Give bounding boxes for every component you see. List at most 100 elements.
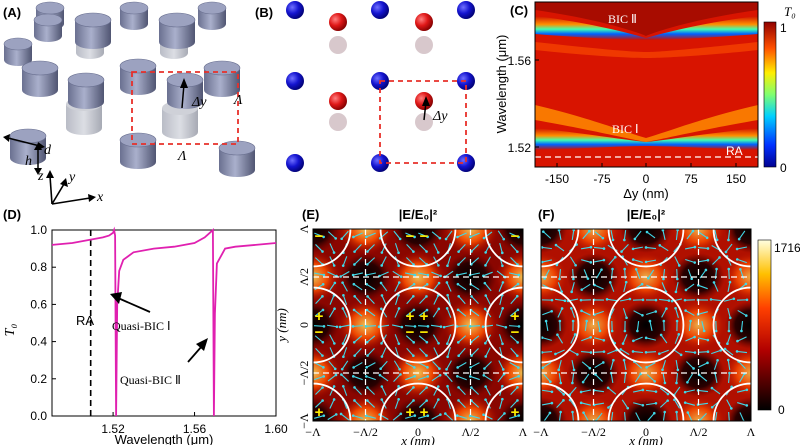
field-vector-head	[611, 238, 615, 242]
field-vector	[558, 360, 562, 370]
field-vector-head	[321, 386, 324, 389]
field-vector	[698, 362, 708, 368]
field-vector-head	[413, 273, 417, 277]
field-vector-head	[686, 380, 689, 384]
field-vector	[714, 230, 718, 240]
c-colorbar-min: 0	[780, 161, 787, 175]
field-vector	[327, 413, 337, 421]
field-vector-head	[632, 339, 635, 343]
f-xtick-lambda-half: Λ/2	[689, 425, 707, 439]
field-vector-head	[380, 307, 383, 311]
field-vector	[728, 411, 730, 421]
field-vector	[315, 244, 323, 252]
field-vector	[610, 229, 614, 241]
field-vector	[366, 283, 376, 291]
field-vector-head	[412, 354, 415, 358]
field-dark-core	[619, 397, 673, 421]
field-vector	[458, 347, 466, 357]
field-vector	[697, 337, 709, 341]
field-vector-head	[322, 325, 326, 328]
c-xtick-150: 150	[726, 172, 746, 186]
field-vector	[342, 386, 348, 396]
field-vector	[556, 399, 564, 409]
axis-x-label: x	[96, 190, 104, 205]
field-vector-head	[484, 264, 487, 267]
field-vector	[315, 295, 323, 305]
field-vector	[610, 360, 614, 370]
field-vector	[646, 231, 656, 239]
field-vector	[610, 411, 614, 421]
field-vector-head	[726, 342, 729, 346]
field-vector	[646, 362, 656, 368]
field-dark-core	[391, 301, 445, 349]
field-vector-head	[397, 281, 401, 284]
field-vector	[676, 411, 678, 421]
field-vector-head	[571, 319, 575, 323]
field-vector	[418, 232, 428, 238]
field-vector-head	[736, 339, 739, 343]
field-vector	[458, 257, 466, 265]
field-vector	[406, 295, 414, 305]
panel-f: (F) |E/E₀|² −Λ −Λ/2 0 Λ/2 Λ x (nm) 1716 …	[533, 207, 800, 445]
field-vector-head	[380, 342, 383, 345]
field-vector-head	[727, 238, 730, 242]
field-vector	[633, 361, 643, 369]
field-vector-head	[677, 333, 681, 336]
field-vector-head	[340, 367, 344, 371]
charge-sign: +	[511, 212, 520, 229]
d-series-t0	[51, 226, 277, 417]
field-vector-head	[658, 352, 661, 356]
blue-sphere	[286, 154, 304, 172]
field-vector-head	[338, 325, 342, 329]
ghost-sphere	[329, 36, 347, 54]
field-vector-head	[380, 398, 384, 401]
field-vector	[645, 246, 657, 250]
field-vector	[580, 389, 592, 393]
field-vector-head	[557, 229, 561, 232]
field-vector	[485, 295, 491, 305]
field-vector-head	[321, 354, 324, 357]
field-vector	[727, 281, 731, 293]
red-sphere	[415, 13, 433, 31]
field-vector	[649, 320, 653, 332]
field-vector-head	[425, 354, 428, 357]
field-vector	[571, 411, 574, 421]
field-vector	[315, 387, 323, 395]
field-vector	[367, 295, 375, 305]
field-vector	[555, 387, 565, 395]
field-vector	[621, 399, 629, 409]
blue-sphere	[457, 154, 475, 172]
field-vector	[353, 335, 363, 343]
d-ytick-0.2: 0.2	[30, 372, 47, 386]
field-vector	[457, 362, 467, 368]
field-vector-head	[654, 310, 658, 313]
field-vector	[470, 309, 480, 317]
lattice-label-vertical: Λ	[232, 93, 243, 108]
field-vector-head	[482, 236, 486, 240]
field-vector	[458, 295, 466, 305]
field-vector	[447, 347, 451, 357]
field-vector	[447, 295, 451, 305]
field-vector	[381, 256, 387, 266]
field-vector-head	[378, 373, 382, 377]
field-vector	[391, 324, 403, 328]
field-vector	[432, 334, 440, 344]
field-vector	[457, 375, 467, 381]
field-vector-head	[446, 342, 449, 346]
field-vector-head	[425, 250, 428, 253]
field-vector	[446, 399, 452, 409]
field-vector-head	[554, 243, 558, 247]
field-vector	[714, 372, 718, 384]
field-vector-head	[351, 325, 355, 328]
field-vector	[697, 351, 709, 353]
field-vector	[404, 272, 416, 276]
field-vector-head	[654, 298, 658, 302]
field-vector-head	[684, 288, 688, 292]
field-vector-head	[662, 319, 666, 323]
field-vector-head	[380, 294, 384, 297]
d-x-ticks: 1.52 1.56 1.60	[101, 412, 288, 436]
field-vector	[394, 308, 400, 318]
field-vector	[685, 402, 695, 406]
field-vector	[458, 400, 466, 408]
field-vector	[542, 310, 552, 316]
